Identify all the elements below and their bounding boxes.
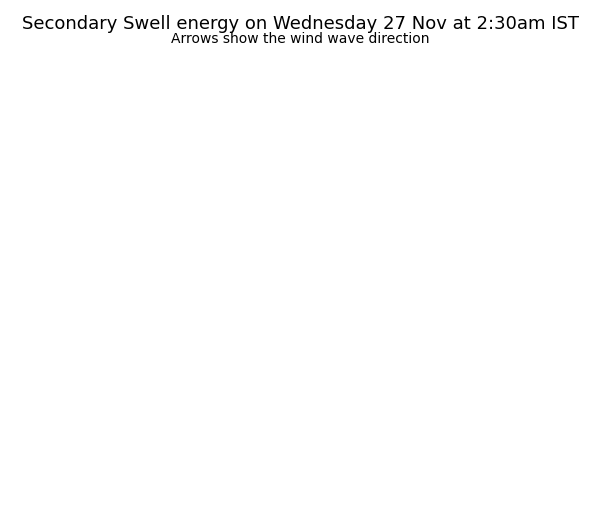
Text: Secondary Swell energy on Wednesday 27 Nov at 2:30am IST: Secondary Swell energy on Wednesday 27 N… <box>22 15 579 33</box>
Text: Arrows show the wind wave direction: Arrows show the wind wave direction <box>171 32 430 46</box>
